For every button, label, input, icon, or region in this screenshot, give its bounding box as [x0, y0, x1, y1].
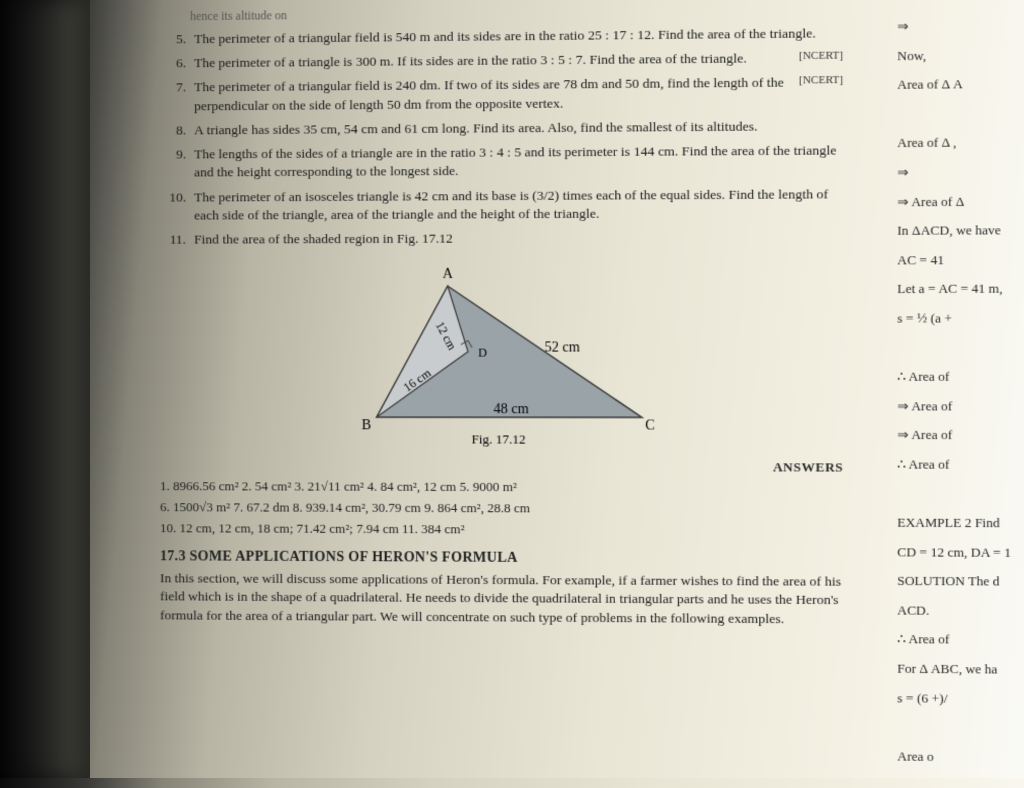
- right-col-line: CD = 12 cm, DA = 1: [897, 538, 1024, 568]
- question-number: 5.: [160, 30, 194, 49]
- figure-caption: Fig. 17.12: [472, 432, 526, 447]
- vertex-d: D: [478, 346, 487, 360]
- question-5: 5. The perimeter of a triangular field i…: [160, 24, 843, 49]
- section-heading: 17.3 SOME APPLICATIONS OF HERON'S FORMUL…: [160, 549, 843, 568]
- right-col-line: SOLUTION The d: [897, 567, 1024, 597]
- answers-line-3: 10. 12 cm, 12 cm, 18 cm; 71.42 cm²; 7.94…: [160, 518, 843, 542]
- right-col-line: ⇒ Area of: [897, 392, 1024, 421]
- question-number: 11.: [160, 231, 194, 249]
- right-col-line: Area of Δ ,: [897, 128, 1024, 158]
- ncert-tag: [NCERT]: [799, 49, 843, 65]
- right-col-line: In ΔACD, we have: [897, 216, 1024, 246]
- right-col-line: Area o: [897, 742, 1024, 773]
- vertex-b: B: [362, 418, 371, 433]
- triangle-diagram: A B C D 12 cm 16 cm 52 cm 48 cm Fig. 17.…: [316, 255, 683, 448]
- question-text: The lengths of the sides of a triangle a…: [194, 141, 843, 182]
- right-col-line: ∴ Area of: [897, 625, 1024, 655]
- right-col-line: Now,: [897, 40, 1024, 70]
- right-col-line: s = ½ (a +: [897, 304, 1024, 333]
- question-7: 7. [NCERT] The perimeter of a triangular…: [160, 73, 843, 115]
- question-body: The perimeter of a triangular field is 2…: [194, 75, 784, 113]
- question-number: 10.: [160, 188, 194, 225]
- figure-17-12: A B C D 12 cm 16 cm 52 cm 48 cm Fig. 17.…: [160, 255, 843, 454]
- right-col-line: ⇒: [897, 157, 1024, 187]
- question-11: 11. Find the area of the shaded region i…: [160, 228, 843, 249]
- top-cut-line: hence its altitude on: [190, 3, 843, 25]
- question-number: 9.: [160, 145, 194, 182]
- question-text: The perimeter of a triangular field is 5…: [194, 24, 843, 48]
- right-col-line: ⇒ Area of: [897, 421, 1024, 450]
- right-col-line: Let a = AC = 41 m,: [897, 275, 1024, 305]
- right-col-line: AC = 41: [897, 245, 1024, 275]
- right-col-line: EXAMPLE 2 Find: [897, 509, 1024, 539]
- question-8: 8. A triangle has sides 35 cm, 54 cm and…: [160, 117, 843, 140]
- question-number: 7.: [160, 79, 194, 116]
- vertex-c: C: [645, 419, 655, 434]
- question-text: Find the area of the shaded region in Fi…: [194, 228, 843, 249]
- ncert-tag: [NCERT]: [799, 73, 843, 88]
- answers-line-1: 1. 8966.56 cm² 2. 54 cm² 3. 21√11 cm² 4.…: [160, 476, 843, 499]
- question-body: The perimeter of a triangle is 300 m. If…: [194, 51, 747, 71]
- right-col-line: [897, 99, 1024, 129]
- question-6: 6. [NCERT] The perimeter of a triangle i…: [160, 49, 843, 73]
- question-text: A triangle has sides 35 cm, 54 cm and 61…: [194, 117, 843, 140]
- right-col-line: For Δ ABC, we ha: [897, 654, 1024, 684]
- vertex-a: A: [443, 267, 453, 282]
- answers-block: 1. 8966.56 cm² 2. 54 cm² 3. 21√11 cm² 4.…: [160, 476, 843, 541]
- answers-heading: ANSWERS: [160, 458, 843, 476]
- question-text: The perimeter of an isosceles triangle i…: [194, 185, 843, 225]
- question-number: 6.: [160, 54, 194, 73]
- right-col-line: s = (6 +)/: [897, 684, 1024, 714]
- question-text: [NCERT] The perimeter of a triangle is 3…: [194, 49, 843, 73]
- right-col-line: [897, 333, 1024, 362]
- page-body: hence its altitude on 5. The perimeter o…: [100, 0, 1024, 788]
- main-column: hence its altitude on 5. The perimeter o…: [160, 3, 843, 630]
- side-52: 52 cm: [545, 341, 581, 356]
- answers-line-2: 6. 1500√3 m² 7. 67.2 dm 8. 939.14 cm², 3…: [160, 497, 843, 520]
- question-9: 9. The lengths of the sides of a triangl…: [160, 141, 843, 182]
- question-number: 8.: [160, 121, 194, 139]
- book-spine: [0, 0, 90, 778]
- side-48: 48 cm: [493, 402, 528, 417]
- right-col-line: [897, 713, 1024, 743]
- question-text: [NCERT] The perimeter of a triangular fi…: [194, 73, 843, 115]
- right-col-line: Area of Δ A: [897, 70, 1024, 100]
- right-col-line: ⇒ Area of Δ: [897, 187, 1024, 217]
- right-col-line: ∴ Area of: [897, 362, 1024, 391]
- right-col-line: ACD.: [897, 596, 1024, 626]
- right-col-line: ∴ Area of: [897, 450, 1024, 480]
- right-col-line: ⇒: [897, 11, 1024, 42]
- next-page-partial: ⇒Now, Area of Δ A Area of Δ ,⇒⇒ Area of …: [889, 0, 1024, 788]
- question-10: 10. The perimeter of an isosceles triang…: [160, 185, 843, 225]
- section-paragraph: In this section, we will discuss some ap…: [160, 569, 843, 630]
- right-col-line: [897, 479, 1024, 509]
